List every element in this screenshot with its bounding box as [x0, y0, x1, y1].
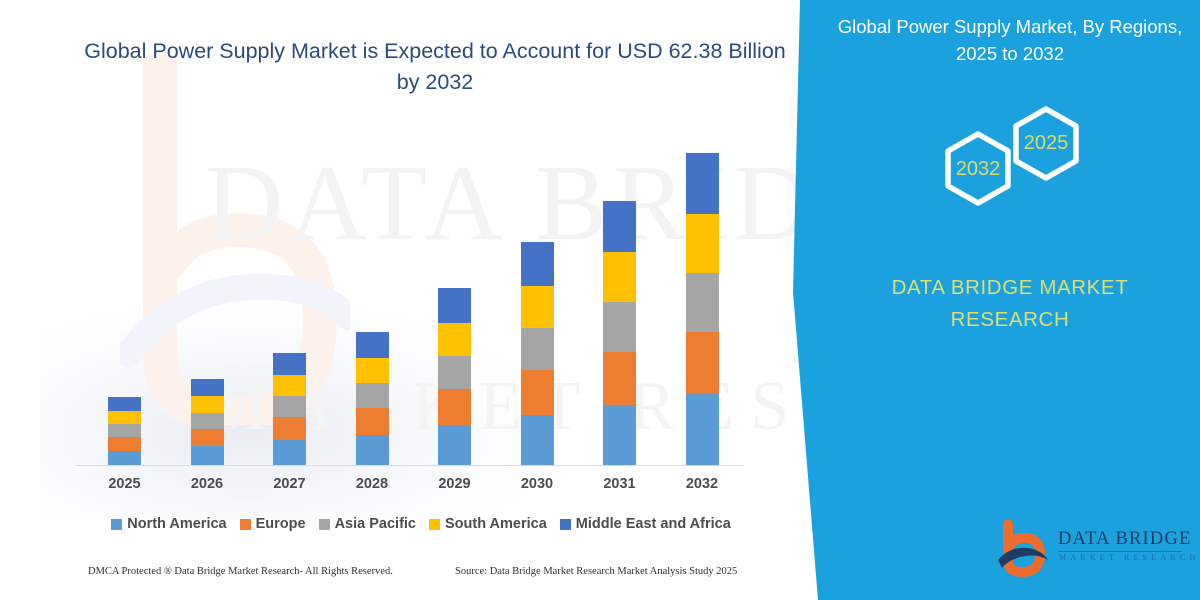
bar-segment — [520, 415, 554, 466]
bar-segment — [520, 242, 554, 286]
bar-2027 — [273, 353, 306, 466]
bar-segment — [685, 153, 719, 214]
legend-item[interactable]: South America — [429, 516, 547, 532]
legend-item[interactable]: North America — [111, 516, 227, 532]
legend-swatch-icon — [429, 518, 440, 530]
x-label-2029: 2029 — [438, 476, 471, 492]
bar-segment — [685, 214, 719, 273]
x-label-2025: 2025 — [108, 476, 141, 492]
bar-segment — [108, 451, 141, 466]
bar-segment — [603, 302, 636, 352]
bar-2028 — [355, 332, 389, 466]
bar-2029 — [438, 288, 471, 466]
logo-subtitle: MARKET RESEARCH — [1059, 553, 1200, 562]
bar-2025 — [108, 397, 141, 466]
bar-segment — [108, 397, 141, 411]
bar-2026 — [190, 379, 224, 466]
bar-segment — [685, 332, 719, 394]
bar-segment — [603, 201, 636, 252]
chart-legend: North America Europe Asia Pacific South Ame… — [76, 513, 766, 535]
legend-item[interactable]: Middle East and Africa — [559, 516, 731, 532]
hexagon-icons — [945, 106, 1079, 206]
bar-segment — [438, 389, 471, 425]
bar-segment — [190, 429, 224, 446]
bar-segment — [273, 417, 306, 440]
legend-item[interactable]: Europe — [239, 516, 306, 532]
bar-segment — [355, 408, 389, 435]
chart-title: Global Power Supply Market is Expected t… — [84, 39, 786, 94]
brand-line-1: DATA BRIDGE MARKET — [891, 276, 1129, 299]
hexagon-2032-icon — [945, 131, 1011, 206]
logo-name: DATA BRIDGE — [1058, 529, 1192, 549]
bar-segment — [355, 332, 389, 358]
databridge-logo-icon — [998, 519, 1048, 578]
bar-segment — [438, 425, 471, 466]
bar-segment — [603, 405, 636, 466]
hexagon-group: 2032 2025 — [830, 96, 1190, 226]
hexagon-2032-label: 2032 — [955, 158, 1001, 180]
company-logo: DATA BRIDGE MARKET RESEARCH — [996, 519, 1200, 582]
bar-segment — [355, 358, 389, 383]
bar-segment — [685, 394, 719, 466]
axis-baseline — [76, 465, 744, 466]
brand-panel: Global Power Supply Market, By Regions, … — [818, 0, 1200, 600]
legend-swatch-icon — [318, 518, 330, 530]
bar-2031 — [603, 201, 636, 466]
x-label-2027: 2027 — [273, 476, 306, 492]
hexagon-2025-icon — [1013, 106, 1079, 181]
bar-segment — [108, 437, 141, 451]
bar-segment — [603, 252, 636, 302]
bar-segment — [273, 375, 306, 396]
x-label-2028: 2028 — [355, 476, 389, 492]
bar-segment — [190, 413, 224, 429]
legend-label: South America — [445, 516, 547, 532]
hexagon-2025-label: 2025 — [1023, 132, 1069, 154]
bar-segment — [273, 353, 306, 375]
bar-segment — [603, 352, 636, 405]
bar-segment — [355, 383, 389, 408]
logo-divider — [1058, 551, 1182, 552]
bar-segment — [355, 435, 389, 466]
brand-text: DATA BRIDGE MARKET RESEARCH — [838, 272, 1182, 336]
legend-swatch-icon — [559, 518, 571, 530]
footer-source: Source: Data Bridge Market Research Mark… — [455, 566, 738, 577]
x-label-2030: 2030 — [520, 476, 554, 492]
x-axis-labels: 2025 2026 2027 2028 2029 2030 2031 2032 — [76, 476, 766, 500]
bar-2030 — [520, 242, 554, 466]
bar-2032 — [685, 153, 719, 466]
footer: DMCA Protected ® Data Bridge Market Rese… — [0, 566, 820, 592]
legend-label: North America — [127, 516, 227, 532]
x-label-2031: 2031 — [603, 476, 636, 492]
chart-panel: DATA BRIDGE MARKET RESEARCH Global Power… — [0, 39, 820, 592]
bar-segment — [438, 323, 471, 356]
legend-label: Middle East and Africa — [575, 516, 731, 532]
legend-swatch-icon — [111, 518, 123, 530]
bar-segment — [438, 288, 471, 323]
legend-label: Europe — [255, 516, 306, 532]
bar-segment — [108, 424, 141, 437]
legend-label: Asia Pacific — [334, 516, 416, 532]
bar-segment — [190, 396, 224, 413]
bar-segment — [108, 411, 141, 424]
legend-item[interactable]: Asia Pacific — [318, 516, 416, 532]
x-label-2032: 2032 — [685, 476, 719, 492]
panel-title: Global Power Supply Market, By Regions, … — [837, 16, 1183, 64]
legend-swatch-icon — [239, 518, 251, 530]
x-label-2026: 2026 — [190, 476, 224, 492]
bar-segment — [520, 370, 554, 415]
footer-copyright: DMCA Protected ® Data Bridge Market Rese… — [88, 566, 393, 577]
bar-segment — [685, 273, 719, 332]
bar-segment — [190, 446, 224, 466]
brand-line-2: RESEARCH — [950, 307, 1070, 331]
bar-segment — [520, 286, 554, 328]
bar-segment — [273, 396, 306, 417]
bar-segment — [438, 356, 471, 389]
bar-segment — [273, 440, 306, 466]
stacked-bar-plot — [76, 120, 766, 466]
bar-segment — [520, 328, 554, 370]
bar-segment — [190, 379, 224, 396]
